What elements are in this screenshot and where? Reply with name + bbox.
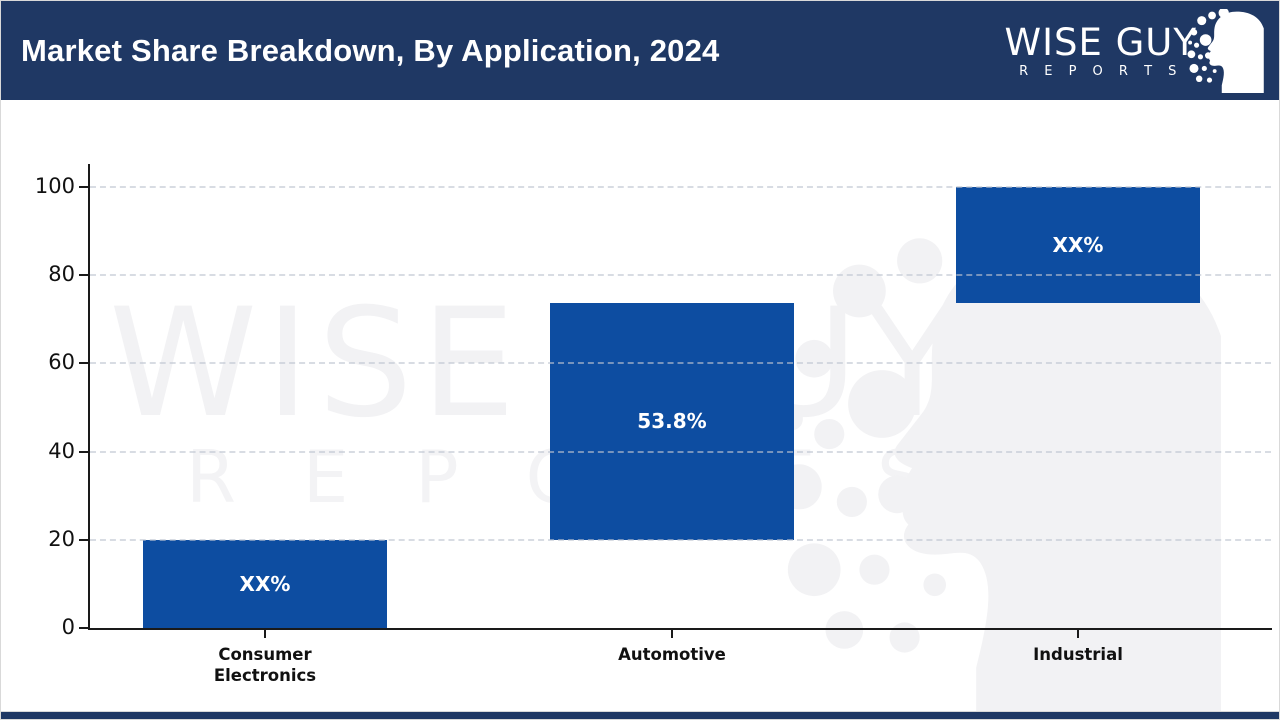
gridline (90, 362, 1271, 365)
logo-face-icon (1187, 9, 1264, 93)
bar-value-label: XX% (1052, 232, 1104, 257)
bar-value-label: XX% (239, 571, 291, 596)
page-title: Market Share Breakdown, By Application, … (21, 32, 720, 68)
y-axis-line (88, 164, 90, 630)
y-axis-tick-label: 60 (48, 350, 75, 375)
y-axis-tick (79, 538, 89, 541)
bar-automotive: 53.8% (550, 302, 794, 540)
gridline (90, 186, 1271, 188)
logo-subtitle: R E P O R T S (1019, 63, 1183, 79)
chart-area: WISE GUY R E P O R T S 020406080100XX%Co… (1, 100, 1279, 714)
bar-value-label: 53.8% (637, 409, 707, 434)
header-bar: Market Share Breakdown, By Application, … (1, 1, 1279, 100)
footer-bar (1, 711, 1279, 719)
y-axis-tick-label: 100 (34, 174, 75, 198)
y-axis-tick (79, 274, 89, 277)
bar-consumer-electronics: XX% (143, 539, 387, 628)
y-axis-tick-label: 0 (61, 615, 75, 639)
x-axis-tick (671, 630, 673, 638)
gridline (90, 274, 1271, 277)
y-axis-tick (79, 186, 89, 188)
logo-wordmark: WISE GUY (1004, 20, 1197, 64)
bar-industrial: XX% (956, 187, 1200, 303)
logo-text: WISE GUY R E P O R T S (1005, 24, 1197, 79)
y-axis-tick (79, 627, 89, 629)
y-axis-tick-label: 80 (48, 262, 75, 287)
x-axis-line (88, 628, 1272, 630)
x-axis-category-label: Consumer Electronics (213, 645, 317, 685)
x-axis-category-label: Automotive (618, 645, 726, 664)
wise-guy-logo: WISE GUY R E P O R T S (1005, 9, 1267, 93)
y-axis-tick-label: 40 (48, 438, 75, 463)
x-axis-tick (264, 630, 266, 638)
gridline (90, 538, 1271, 541)
y-axis-tick (79, 362, 89, 365)
y-axis-tick-label: 20 (48, 526, 75, 551)
y-axis-tick (79, 450, 89, 453)
x-axis-tick (1077, 630, 1079, 638)
gridline (90, 450, 1271, 453)
x-axis-category-label: Industrial (1033, 645, 1123, 664)
